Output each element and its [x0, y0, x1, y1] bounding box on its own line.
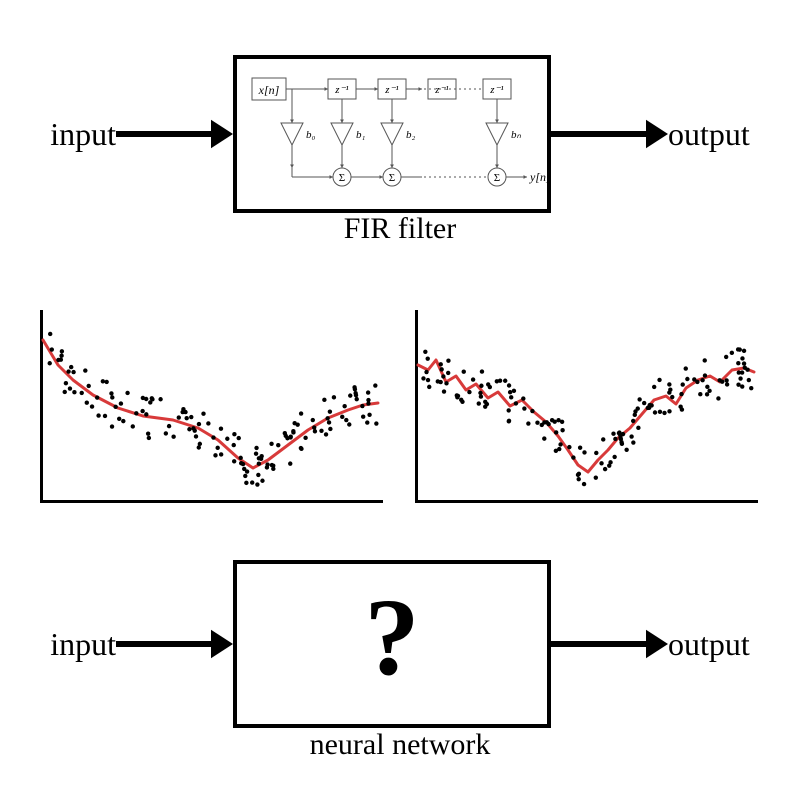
- arrow-in-top: [116, 112, 233, 156]
- question-mark: ?: [365, 574, 420, 701]
- svg-text:z⁻¹: z⁻¹: [434, 84, 448, 96]
- svg-text:y[n]: y[n]: [529, 170, 547, 184]
- input-label-top: input: [50, 116, 116, 153]
- svg-text:z⁻¹: z⁻¹: [334, 84, 348, 96]
- top-row: input x[n] z⁻¹ z⁻¹ z⁻¹ z⁻¹ b₀ b₁ b₂ bₙ Σ Σ Σy[n] ou…: [0, 55, 800, 213]
- arrow-out-bottom: [551, 622, 668, 666]
- chart-right: [415, 310, 758, 503]
- svg-text:b₀: b₀: [306, 129, 316, 141]
- chart-left: [40, 310, 383, 503]
- output-label-top: output: [668, 116, 750, 153]
- bottom-row: input ? output: [0, 560, 800, 728]
- fir-caption: FIR filter: [0, 212, 800, 246]
- arrow-out-top: [551, 112, 668, 156]
- svg-text:b₂: b₂: [406, 129, 416, 141]
- output-label-bottom: output: [668, 626, 750, 663]
- svg-text:x[n]: x[n]: [258, 83, 280, 97]
- svg-text:z⁻¹: z⁻¹: [489, 84, 503, 96]
- fir-filter-box: x[n] z⁻¹ z⁻¹ z⁻¹ z⁻¹ b₀ b₁ b₂ bₙ Σ Σ Σy[n]: [233, 55, 551, 213]
- input-label-bottom: input: [50, 626, 116, 663]
- chart-right-svg: [418, 310, 758, 500]
- arrow-in-bottom: [116, 622, 233, 666]
- svg-text:Σ: Σ: [494, 172, 500, 184]
- neural-network-box: ?: [233, 560, 551, 728]
- svg-text:bₙ: bₙ: [511, 129, 522, 141]
- nn-caption: neural network: [0, 728, 800, 762]
- svg-text:z⁻¹: z⁻¹: [384, 84, 398, 96]
- svg-text:b₁: b₁: [356, 129, 366, 141]
- svg-text:Σ: Σ: [339, 172, 345, 184]
- svg-text:Σ: Σ: [389, 172, 395, 184]
- fir-diagram: x[n] z⁻¹ z⁻¹ z⁻¹ z⁻¹ b₀ b₁ b₂ bₙ Σ Σ Σy[n]: [237, 59, 547, 209]
- chart-left-svg: [43, 310, 383, 500]
